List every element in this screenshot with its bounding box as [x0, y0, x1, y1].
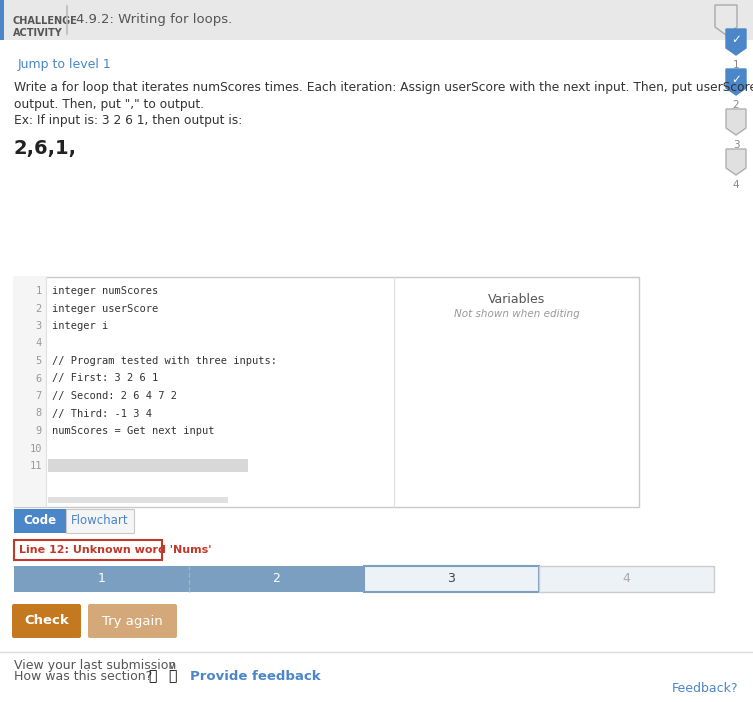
Text: 1: 1 — [733, 60, 739, 70]
Text: integer i: integer i — [52, 321, 108, 331]
Text: 3: 3 — [447, 573, 456, 585]
FancyBboxPatch shape — [88, 604, 177, 638]
Text: // Program tested with three inputs:: // Program tested with three inputs: — [52, 356, 277, 366]
Text: How was this section?: How was this section? — [14, 670, 152, 682]
Bar — [0, 0, 4, 40]
Text: // Third: -1 3 4: // Third: -1 3 4 — [52, 409, 152, 418]
Text: 3: 3 — [35, 321, 42, 331]
Text: 6: 6 — [35, 373, 42, 383]
Text: 4: 4 — [623, 573, 630, 585]
Text: 👎: 👎 — [168, 669, 176, 683]
Text: 5: 5 — [35, 356, 42, 366]
Polygon shape — [726, 109, 746, 135]
Polygon shape — [726, 69, 746, 95]
Text: Provide feedback: Provide feedback — [190, 670, 321, 682]
Text: Try again: Try again — [102, 614, 163, 628]
Text: ✓: ✓ — [731, 34, 741, 46]
Bar — [364, 566, 539, 592]
Text: 4: 4 — [733, 180, 739, 190]
Bar — [66, 509, 134, 533]
Text: 8: 8 — [35, 409, 42, 418]
Text: Write a for loop that iterates numScores times. Each iteration: Assign userScore: Write a for loop that iterates numScores… — [14, 81, 753, 94]
Text: 2: 2 — [733, 100, 739, 110]
Text: ✓: ✓ — [731, 74, 741, 86]
Text: 3: 3 — [733, 140, 739, 150]
Text: ACTIVITY: ACTIVITY — [13, 28, 62, 38]
Text: 2: 2 — [273, 573, 280, 585]
Text: Code: Code — [23, 515, 56, 527]
Polygon shape — [715, 5, 737, 35]
Text: // First: 3 2 6 1: // First: 3 2 6 1 — [52, 373, 158, 383]
Text: 4: 4 — [35, 338, 42, 348]
Text: 7: 7 — [35, 391, 42, 401]
Polygon shape — [726, 149, 746, 175]
Text: integer numScores: integer numScores — [52, 286, 158, 296]
Text: Check: Check — [24, 614, 69, 628]
Bar — [14, 277, 639, 507]
Text: Not shown when editing: Not shown when editing — [453, 309, 579, 319]
Text: 11: 11 — [29, 461, 42, 471]
Text: 👍: 👍 — [148, 669, 156, 683]
Polygon shape — [726, 29, 746, 55]
Text: Ex: If input is: 3 2 6 1, then output is:: Ex: If input is: 3 2 6 1, then output is… — [14, 114, 242, 127]
Text: Feedback?: Feedback? — [672, 682, 738, 694]
Bar — [14, 509, 66, 533]
Bar — [48, 497, 228, 503]
Bar — [14, 566, 189, 592]
Bar — [0, 0, 753, 40]
Text: 9: 9 — [35, 426, 42, 436]
Text: 2: 2 — [35, 303, 42, 314]
FancyBboxPatch shape — [12, 604, 81, 638]
Text: integer userScore: integer userScore — [52, 303, 158, 314]
Text: CHALLENGE: CHALLENGE — [13, 16, 78, 26]
Text: 2,6,1,: 2,6,1, — [14, 139, 77, 158]
Bar — [48, 459, 248, 472]
Text: output. Then, put "," to output.: output. Then, put "," to output. — [14, 98, 204, 111]
Bar — [189, 566, 364, 592]
Text: // Second: 2 6 4 7 2: // Second: 2 6 4 7 2 — [52, 391, 177, 401]
FancyBboxPatch shape — [14, 540, 162, 560]
Text: 4.9.2: Writing for loops.: 4.9.2: Writing for loops. — [76, 13, 232, 27]
Text: 1: 1 — [98, 573, 105, 585]
Text: Jump to level 1: Jump to level 1 — [18, 58, 111, 71]
Bar — [14, 277, 46, 507]
Text: 1: 1 — [35, 286, 42, 296]
Bar — [539, 566, 714, 592]
Text: Line 12: Unknown word 'Nums': Line 12: Unknown word 'Nums' — [19, 545, 212, 555]
Text: Flowchart: Flowchart — [72, 515, 129, 527]
Text: 10: 10 — [29, 444, 42, 453]
Text: ∨: ∨ — [168, 661, 176, 671]
Text: numScores = Get next input: numScores = Get next input — [52, 426, 215, 436]
Text: View your last submission: View your last submission — [14, 659, 176, 673]
Text: Variables: Variables — [488, 293, 545, 306]
